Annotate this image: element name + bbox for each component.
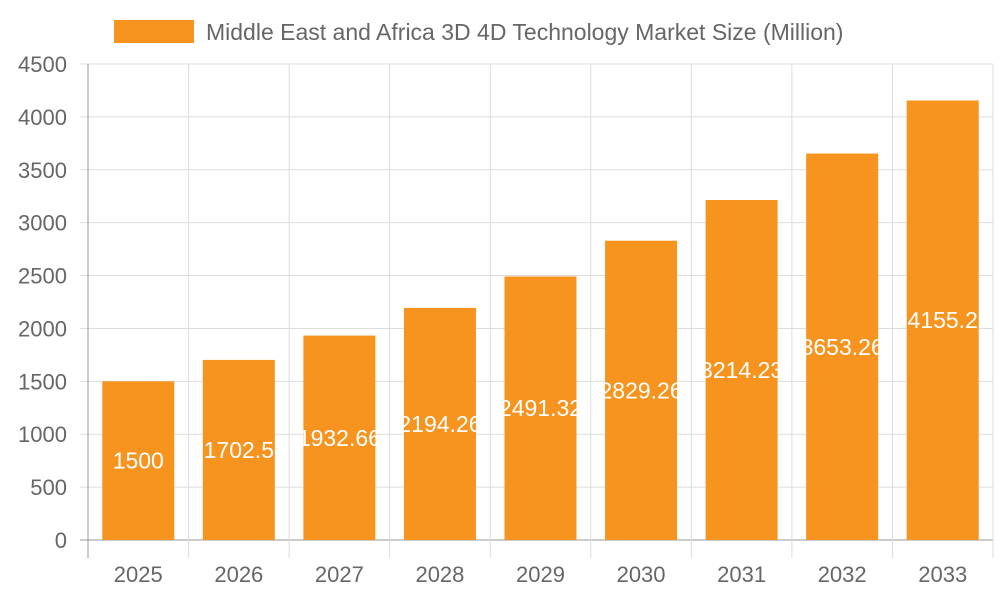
bar-value-label: 3214.23 (700, 357, 783, 383)
y-tick-label: 4500 (18, 52, 67, 77)
bar (102, 381, 175, 540)
bar-value-label: 1702.5 (204, 437, 274, 463)
x-tick-label: 2031 (717, 562, 766, 587)
y-tick-label: 1000 (18, 422, 67, 447)
bar (303, 335, 376, 540)
bar (202, 359, 275, 540)
x-tick-label: 2029 (516, 562, 565, 587)
x-tick-label: 2032 (818, 562, 867, 587)
legend: Middle East and Africa 3D 4D Technology … (114, 19, 843, 45)
bar-value-label: 2829.26 (599, 377, 682, 403)
bars: 1500 1702.5 1932.66 2194.26 2491.32 2829.26 32… (102, 100, 979, 541)
bar (403, 307, 476, 540)
y-tick-label: 0 (55, 528, 67, 553)
y-tick-label: 4000 (18, 105, 67, 130)
y-axis: 0 500 1000 1500 2000 2500 3000 3500 4000 4500 (18, 52, 67, 553)
bar (504, 276, 577, 540)
y-tick-label: 3500 (18, 158, 67, 183)
y-tick-label: 3000 (18, 211, 67, 236)
bar-value-label: 2491.32 (499, 395, 582, 421)
legend-label: Middle East and Africa 3D 4D Technology … (206, 19, 843, 45)
bar-value-label: 2194.26 (398, 411, 481, 437)
x-tick-label: 2028 (415, 562, 464, 587)
bar-value-label: 1500 (113, 448, 164, 474)
x-tick-label: 2033 (918, 562, 967, 587)
bar (705, 200, 778, 540)
x-tick-label: 2027 (315, 562, 364, 587)
y-tick-label: 1500 (18, 369, 67, 394)
y-tick-label: 500 (30, 475, 67, 500)
y-tick-label: 2000 (18, 316, 67, 341)
x-tick-label: 2030 (617, 562, 666, 587)
bar-value-label: 4155.2 (908, 307, 978, 333)
bar (806, 153, 879, 540)
bar (605, 240, 678, 540)
bar-value-label: 1932.66 (298, 425, 381, 451)
bar (906, 100, 979, 541)
legend-swatch (114, 20, 194, 43)
x-tick-label: 2026 (214, 562, 263, 587)
x-axis: 2025 2026 2027 2028 2029 2030 2031 2032 2033 (114, 562, 967, 587)
y-tick-label: 2500 (18, 264, 67, 289)
x-tick-label: 2025 (114, 562, 163, 587)
bar-value-label: 3653.26 (801, 334, 884, 360)
